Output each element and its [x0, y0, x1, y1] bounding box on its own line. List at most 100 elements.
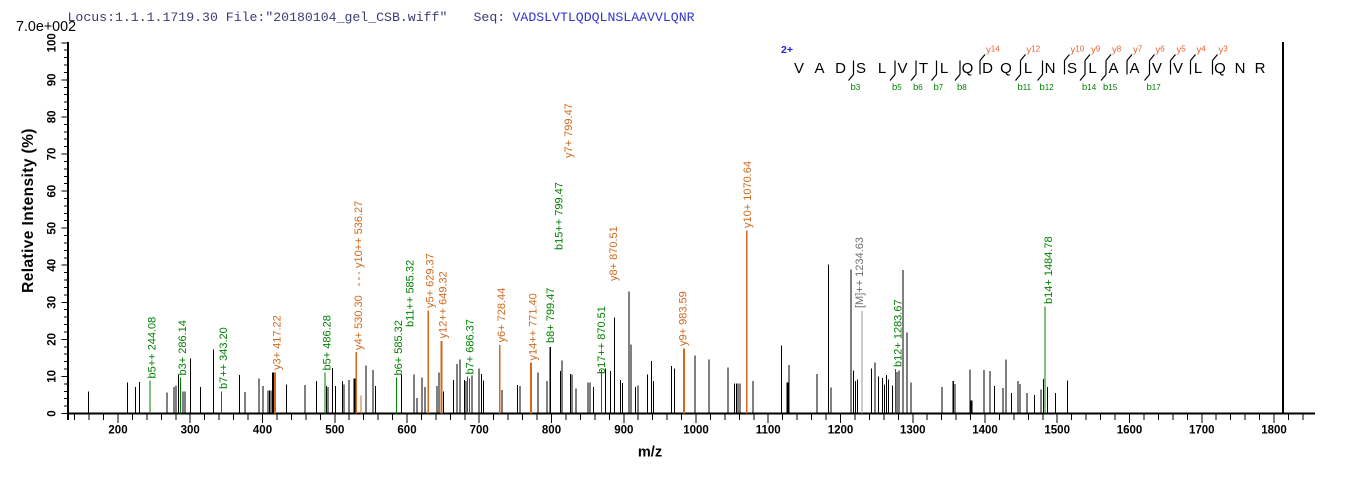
svg-text:b14: b14 [1082, 82, 1097, 93]
svg-text:y5+ 629.37: y5+ 629.37 [425, 253, 437, 308]
svg-text:Seq:: Seq: [474, 10, 506, 25]
svg-text:L: L [940, 60, 948, 77]
svg-text:b6+ 585.32: b6+ 585.32 [393, 320, 405, 375]
svg-text:D: D [835, 60, 846, 77]
svg-text:7.0e+002: 7.0e+002 [16, 19, 76, 35]
svg-text:y12: y12 [1027, 45, 1041, 56]
svg-text:VADSLVTLQDQLNSLAAVVLQNR: VADSLVTLQDQLNSLAAVVLQNR [513, 10, 695, 25]
svg-text:b5: b5 [892, 82, 902, 93]
svg-text:D: D [982, 60, 993, 77]
svg-text:1300: 1300 [900, 425, 926, 437]
svg-text:y14++ 771.40: y14++ 771.40 [528, 293, 540, 360]
svg-text:V: V [1173, 60, 1183, 77]
svg-text:N: N [1235, 60, 1246, 77]
svg-text:b17: b17 [1147, 82, 1162, 93]
svg-text:600: 600 [397, 425, 416, 437]
svg-text:50: 50 [47, 222, 59, 235]
svg-text:b7++ 343.20: b7++ 343.20 [218, 327, 230, 389]
svg-text:b5+ 486.28: b5+ 486.28 [322, 315, 334, 370]
svg-text:400: 400 [253, 425, 272, 437]
svg-text:b17++ 870.51: b17++ 870.51 [596, 306, 608, 374]
svg-text:y9+ 983.59: y9+ 983.59 [678, 291, 690, 346]
svg-text:T: T [919, 60, 928, 77]
svg-text:1800: 1800 [1261, 425, 1287, 437]
svg-text:0: 0 [47, 410, 59, 416]
svg-text:[M]++ 1234.63: [M]++ 1234.63 [854, 237, 866, 308]
svg-text:b6: b6 [913, 82, 923, 93]
svg-text:80: 80 [47, 111, 59, 124]
svg-text:2+: 2+ [781, 44, 793, 56]
svg-text:300: 300 [181, 425, 200, 437]
svg-text:1600: 1600 [1117, 425, 1143, 437]
svg-text:y9: y9 [1091, 45, 1101, 56]
svg-text:60: 60 [47, 185, 59, 198]
svg-text:700: 700 [470, 425, 489, 437]
svg-text:A: A [814, 60, 824, 77]
svg-text:A: A [1108, 60, 1118, 77]
svg-text:b5++ 244.08: b5++ 244.08 [147, 317, 159, 379]
svg-text:1700: 1700 [1189, 425, 1215, 437]
svg-text:b8: b8 [957, 82, 967, 93]
svg-text:b15++ 799.47: b15++ 799.47 [554, 182, 566, 250]
svg-text:70: 70 [47, 148, 59, 161]
svg-text:1200: 1200 [828, 425, 854, 437]
svg-text:y5: y5 [1177, 45, 1187, 56]
svg-text:y4+ 530.30: y4+ 530.30 [353, 295, 365, 350]
svg-text:y8+ 870.51: y8+ 870.51 [608, 226, 620, 281]
svg-text:10: 10 [47, 370, 59, 383]
svg-text:1100: 1100 [756, 425, 781, 437]
svg-text:b3+ 286.14: b3+ 286.14 [177, 320, 189, 375]
svg-text:1000: 1000 [683, 425, 709, 437]
svg-text:Locus:1.1.1.1719.30 File:"2018: Locus:1.1.1.1719.30 File:"20180104_gel_C… [68, 10, 448, 25]
svg-text:500: 500 [325, 425, 344, 437]
svg-text:Q: Q [1000, 60, 1012, 77]
svg-text:y10+ 1070.64: y10+ 1070.64 [742, 161, 754, 228]
svg-text:y10++ 536.27: y10++ 536.27 [353, 201, 365, 268]
svg-text:y12++ 649.32: y12++ 649.32 [438, 271, 450, 338]
svg-text:1500: 1500 [1044, 425, 1070, 437]
svg-text:20: 20 [47, 333, 59, 346]
svg-text:40: 40 [47, 259, 59, 272]
svg-text:L: L [1088, 60, 1096, 77]
svg-text:b15: b15 [1103, 82, 1118, 93]
svg-text:30: 30 [47, 296, 59, 309]
svg-text:b11++ 585.32: b11++ 585.32 [405, 260, 417, 327]
svg-text:b7+ 686.37: b7+ 686.37 [465, 319, 477, 374]
svg-text:y6: y6 [1156, 45, 1166, 56]
svg-text:Q: Q [962, 60, 974, 77]
svg-text:V: V [897, 60, 907, 77]
svg-text:L: L [1194, 60, 1202, 77]
svg-text:S: S [856, 60, 866, 77]
svg-text:100: 100 [47, 33, 59, 52]
svg-text:A: A [1129, 60, 1139, 77]
svg-text:800: 800 [542, 425, 561, 437]
svg-text:b3: b3 [851, 82, 861, 93]
svg-text:900: 900 [614, 425, 633, 437]
svg-text:V: V [794, 60, 804, 77]
svg-text:y3+ 417.22: y3+ 417.22 [272, 315, 284, 370]
svg-text:y8: y8 [1112, 45, 1122, 56]
svg-text:y10: y10 [1071, 45, 1085, 56]
svg-text:y7+ 799.47: y7+ 799.47 [563, 103, 575, 158]
svg-text:y3: y3 [1219, 45, 1229, 56]
svg-text:b12+ 1283.67: b12+ 1283.67 [893, 299, 905, 367]
svg-text:b7: b7 [934, 82, 944, 93]
svg-text:R: R [1255, 60, 1266, 77]
svg-text:Q: Q [1214, 60, 1226, 77]
svg-text:Relative Intensity (%): Relative Intensity (%) [20, 128, 37, 293]
svg-text:V: V [1152, 60, 1162, 77]
svg-text:90: 90 [47, 74, 59, 87]
svg-text:N: N [1045, 60, 1056, 77]
svg-text:b11: b11 [1018, 82, 1032, 93]
svg-text:y6+ 728.44: y6+ 728.44 [496, 288, 508, 343]
svg-text:1400: 1400 [972, 425, 998, 437]
svg-text:b12: b12 [1040, 82, 1055, 93]
svg-text:L: L [878, 60, 886, 77]
svg-text:L: L [1024, 60, 1032, 77]
svg-text:S: S [1067, 60, 1077, 77]
svg-text:y7: y7 [1133, 45, 1143, 56]
svg-text:b8+ 799.47: b8+ 799.47 [545, 288, 557, 343]
svg-text:y14: y14 [986, 45, 1000, 56]
svg-text:y4: y4 [1197, 45, 1207, 56]
svg-text:200: 200 [108, 425, 127, 437]
